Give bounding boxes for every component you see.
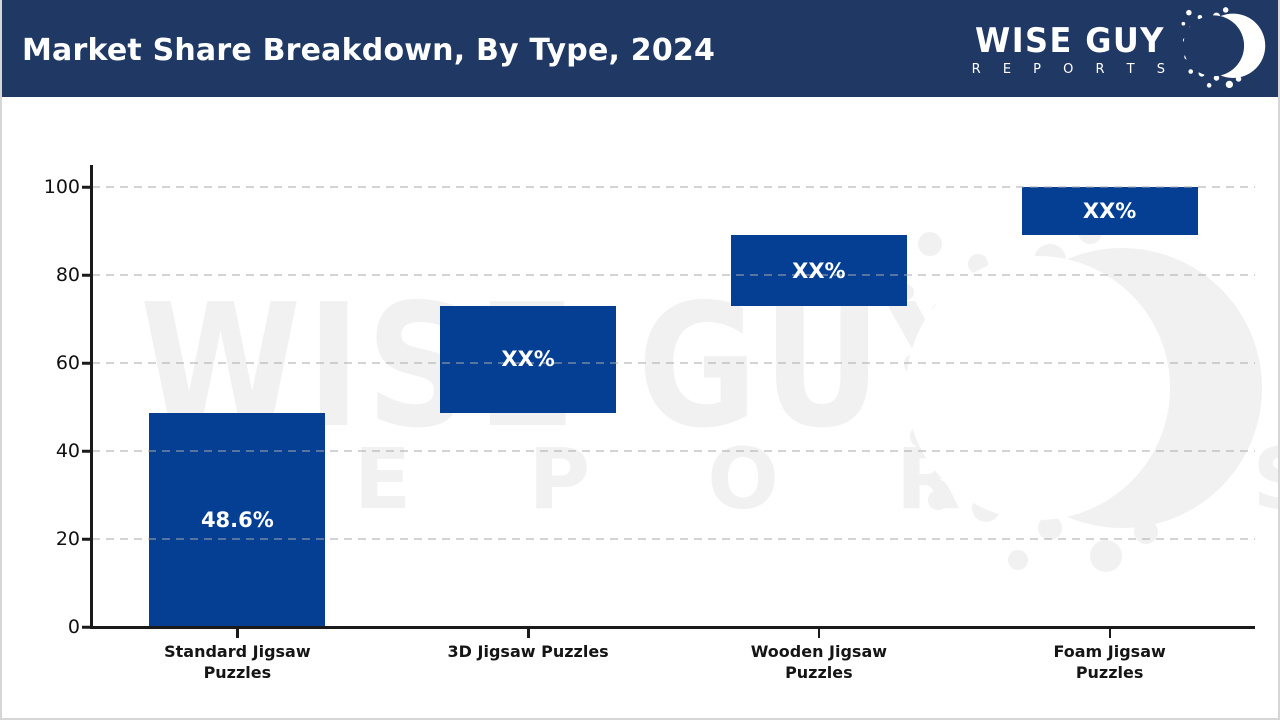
y-tick-mark [82, 273, 91, 277]
bar-standard-jigsaw-puzzles [149, 413, 326, 627]
y-tick-mark [82, 625, 91, 629]
logo-subtext: R E P O R T S [971, 62, 1174, 77]
x-axis-spine [90, 626, 1255, 629]
y-tick-mark [82, 185, 91, 189]
y-tick-mark [82, 361, 91, 365]
x-tick-mark [236, 629, 239, 638]
bar-3d-jigsaw-puzzles [440, 305, 617, 414]
wise-guy-reports-logo: WISE GUY R E P O R T S [966, 6, 1268, 92]
bar-foam-jigsaw-puzzles [1021, 187, 1198, 236]
bar-wooden-jigsaw-puzzles [730, 235, 907, 306]
y-tick-mark [82, 449, 91, 453]
logo-face-dots-icon [1181, 7, 1266, 89]
y-tick-mark [82, 537, 91, 541]
header-bar: Market Share Breakdown, By Type, 2024 WI… [2, 0, 1278, 97]
y-axis-spine [90, 165, 93, 629]
logo-wordmark: WISE GUY [974, 21, 1165, 61]
x-tick-mark [817, 629, 821, 638]
x-tick-mark [1108, 629, 1112, 638]
x-tick-mark [527, 629, 530, 638]
logo-text: WISE GUY R E P O R T S [966, 21, 1174, 77]
chart-title: Market Share Breakdown, By Type, 2024 [22, 33, 716, 68]
